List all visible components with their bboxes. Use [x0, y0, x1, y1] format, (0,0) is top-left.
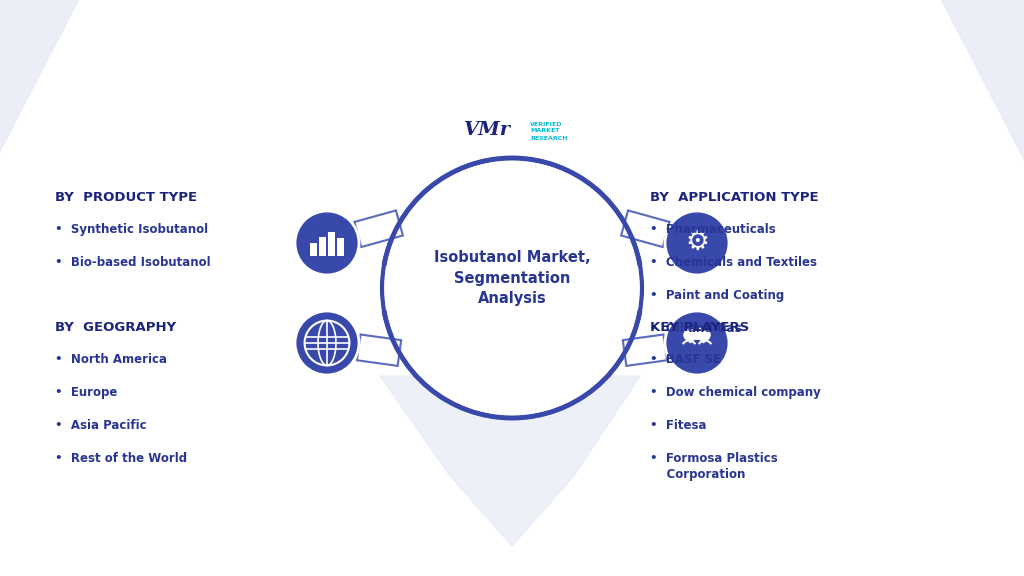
Bar: [337, 238, 344, 256]
Text: •  Rest of the World: • Rest of the World: [55, 452, 187, 465]
Polygon shape: [622, 210, 670, 247]
Polygon shape: [357, 335, 401, 366]
Text: •  Formosa Plastics
    Corporation: • Formosa Plastics Corporation: [650, 452, 778, 481]
Circle shape: [384, 160, 640, 416]
Polygon shape: [380, 376, 640, 546]
Text: •  Synthetic Isobutanol: • Synthetic Isobutanol: [55, 223, 208, 236]
Polygon shape: [729, 0, 1024, 195]
Polygon shape: [623, 335, 667, 366]
Circle shape: [665, 311, 729, 375]
Text: •  BASF SE: • BASF SE: [650, 353, 721, 366]
Text: VERIFIED: VERIFIED: [530, 122, 562, 127]
Text: BY  GEOGRAPHY: BY GEOGRAPHY: [55, 321, 176, 334]
Text: ⚙: ⚙: [685, 230, 709, 256]
Bar: [328, 232, 335, 256]
Text: •  Dow chemical company: • Dow chemical company: [650, 386, 821, 399]
Text: •  Asia Pacific: • Asia Pacific: [55, 419, 146, 432]
Circle shape: [690, 327, 703, 340]
Text: •  North America: • North America: [55, 353, 167, 366]
Text: VMr: VMr: [464, 121, 511, 139]
Text: MARKET: MARKET: [530, 128, 559, 134]
Text: Isobutanol Market,
Segmentation
Analysis: Isobutanol Market, Segmentation Analysis: [434, 249, 590, 306]
Text: •  Pharmaceuticals: • Pharmaceuticals: [650, 223, 776, 236]
Polygon shape: [354, 210, 402, 247]
Text: •  Oil and Gas: • Oil and Gas: [650, 322, 741, 335]
Circle shape: [699, 329, 711, 341]
Text: BY  PRODUCT TYPE: BY PRODUCT TYPE: [55, 191, 198, 204]
Text: •  Chemicals and Textiles: • Chemicals and Textiles: [650, 256, 817, 269]
Text: RESEARCH: RESEARCH: [530, 135, 567, 141]
Circle shape: [295, 211, 359, 275]
Circle shape: [665, 211, 729, 275]
Text: •  Fitesa: • Fitesa: [650, 419, 707, 432]
Bar: [309, 243, 316, 256]
Polygon shape: [0, 0, 291, 195]
Circle shape: [683, 329, 694, 341]
Text: •  Europe: • Europe: [55, 386, 118, 399]
Text: BY  APPLICATION TYPE: BY APPLICATION TYPE: [650, 191, 818, 204]
Circle shape: [295, 311, 359, 375]
Bar: [318, 237, 326, 256]
Text: •  Bio-based Isobutanol: • Bio-based Isobutanol: [55, 256, 211, 269]
Text: •  Paint and Coating: • Paint and Coating: [650, 289, 784, 302]
Text: KEY PLAYERS: KEY PLAYERS: [650, 321, 750, 334]
